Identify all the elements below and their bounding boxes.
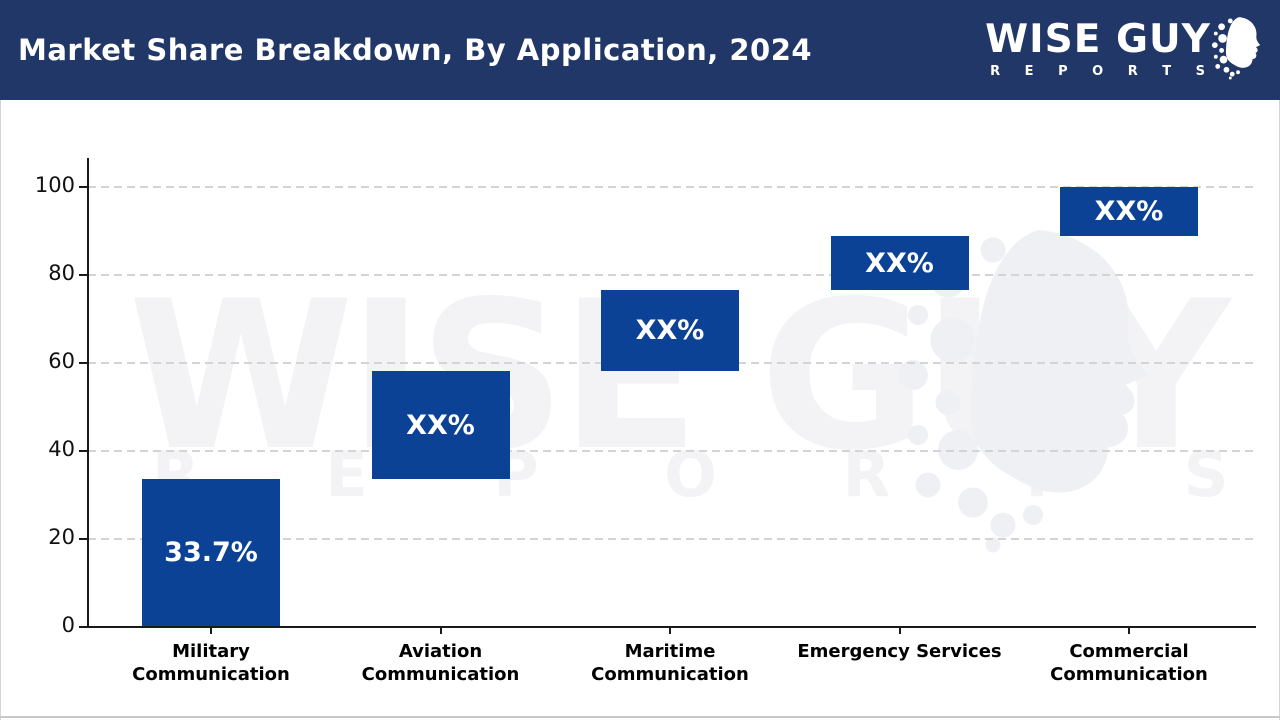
y-tick-label: 20	[48, 525, 75, 549]
x-category-label-line: Communication	[361, 664, 520, 685]
y-tick-mark	[79, 450, 87, 452]
bottom-divider	[0, 716, 1280, 718]
page-title: Market Share Breakdown, By Application, …	[18, 33, 813, 67]
brand-logo-text: WISE GUY R E P O R T S	[985, 17, 1215, 79]
bar-segment: XX%	[371, 371, 510, 479]
brand-name: WISE GUY	[985, 17, 1211, 63]
y-tick-label: 60	[48, 349, 75, 373]
bar-value-label: XX%	[865, 247, 934, 279]
grid-line	[88, 186, 1256, 188]
x-category-label-line: Maritime	[624, 641, 716, 662]
y-tick-mark	[79, 186, 87, 188]
y-tick-label: 40	[48, 437, 75, 461]
grid-line	[88, 450, 1256, 452]
bar-segment: XX%	[601, 290, 739, 372]
x-tick-mark	[1128, 627, 1130, 634]
x-tick-mark	[898, 627, 901, 634]
x-category-label: Emergency Services	[785, 640, 1015, 663]
y-tick-mark	[79, 538, 87, 540]
x-tick-mark	[669, 627, 671, 634]
x-category-label-line: Military	[172, 641, 250, 662]
y-tick-label: 80	[48, 261, 75, 285]
x-category-label-line: Emergency Services	[797, 641, 1002, 662]
x-category-label: Maritime Communication	[555, 640, 785, 686]
x-category-label-line: Communication	[132, 664, 290, 685]
bar-segment: XX%	[1060, 187, 1198, 236]
y-tick-label: 100	[34, 173, 75, 197]
bar-value-label: XX%	[406, 409, 475, 441]
y-tick-mark	[79, 274, 87, 276]
x-axis-line	[87, 626, 1256, 628]
brand-logo: WISE GUY R E P O R T S	[985, 7, 1268, 91]
x-category-label-line: Commercial	[1069, 641, 1189, 662]
y-axis-line	[87, 158, 89, 628]
header-bar: Market Share Breakdown, By Application, …	[0, 0, 1280, 100]
y-tick-label: 0	[61, 613, 75, 637]
brand-face-icon	[1210, 7, 1268, 91]
bar-value-label: 33.7%	[164, 537, 258, 569]
x-category-label: Aviation Communication	[326, 640, 556, 686]
grid-line	[88, 274, 1256, 276]
y-tick-mark	[79, 362, 87, 364]
x-category-label: Military Communication	[96, 640, 326, 686]
x-category-label-line: Communication	[1050, 664, 1208, 685]
x-category-label: Commercial Communication	[1014, 640, 1244, 686]
x-tick-mark	[210, 627, 212, 634]
bar-segment: XX%	[830, 235, 969, 291]
grid-line	[88, 538, 1256, 540]
bar-value-label: XX%	[635, 315, 705, 347]
x-category-label-line: Communication	[591, 664, 749, 685]
x-category-label-line: Aviation	[398, 641, 483, 662]
bar-segment: 33.7%	[142, 478, 280, 627]
x-tick-mark	[439, 627, 442, 634]
bar-value-label: XX%	[1094, 195, 1164, 227]
brand-subtitle: R E P O R T S	[990, 63, 1215, 79]
y-tick-mark	[79, 626, 87, 628]
